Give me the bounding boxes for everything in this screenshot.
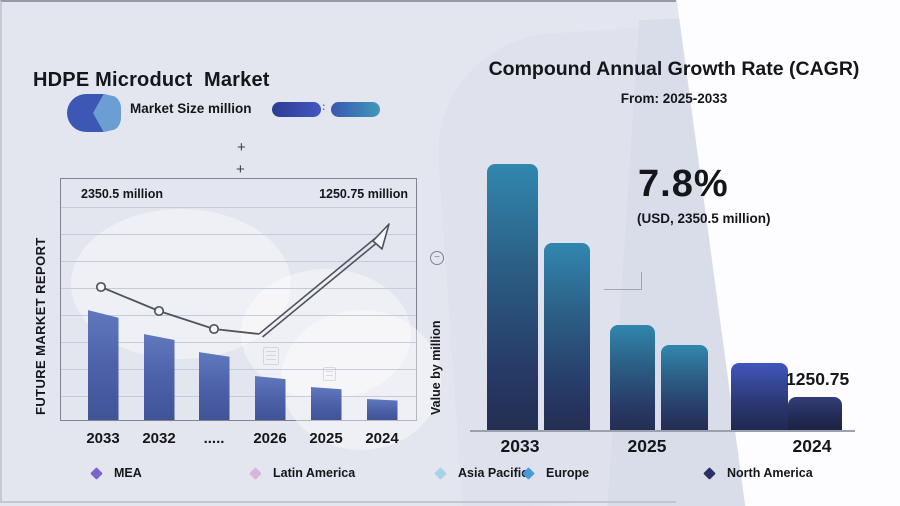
pill-separator: :	[322, 102, 326, 113]
legend-item: Asia Pacific	[434, 464, 529, 482]
legend-label: Asia Pacific	[458, 466, 529, 480]
legend-diamond-icon	[90, 466, 103, 480]
x-axis-label: 2033	[86, 430, 120, 447]
minus-circle-icon: −	[430, 251, 444, 265]
x-axis-label: 2024	[365, 430, 399, 447]
gridline	[61, 396, 416, 398]
gradient-pill-right	[331, 102, 380, 117]
ghost-panel-icon	[323, 367, 336, 381]
legend-diamond-icon	[249, 466, 262, 480]
bar	[366, 399, 398, 420]
bar	[487, 164, 538, 430]
gridline	[61, 369, 416, 371]
bar	[788, 397, 842, 430]
gridline	[61, 261, 416, 263]
legend-diamond-icon	[522, 466, 535, 480]
cagr-basis: (USD, 2350.5 million)	[637, 211, 771, 226]
legend-label: Europe	[546, 466, 590, 480]
bar	[544, 243, 590, 430]
gridline	[61, 315, 416, 317]
left-axis-caption: FUTURE MARKET REPORT	[33, 237, 48, 415]
bar-value-annotation: 1250.75	[786, 369, 850, 389]
bar	[731, 363, 788, 430]
cagr-subtitle: From: 2025-2033	[620, 91, 728, 106]
gridline	[61, 288, 416, 290]
background-mound	[241, 269, 411, 399]
legend-item: Europe	[522, 464, 590, 482]
background-mound	[281, 310, 441, 450]
plus-icon: +	[237, 139, 246, 156]
x-axis-label: 2033	[500, 436, 540, 456]
legend-label: MEA	[114, 466, 142, 480]
value-label-2024: 1250.75 million	[319, 187, 408, 201]
legend-diamond-icon	[703, 466, 716, 480]
legend-label: North America	[727, 466, 813, 480]
gridline	[61, 207, 416, 209]
x-axis-label: 2025	[627, 436, 667, 456]
x-axis-label: 2026	[253, 430, 287, 447]
bar	[143, 334, 175, 420]
bar	[87, 310, 119, 420]
gradient-pill-left	[272, 102, 321, 117]
x-axis-label: 2025	[309, 430, 343, 447]
series-label: Market Size million	[130, 101, 252, 116]
x-axis-line	[470, 430, 855, 432]
legend-label: Latin America	[273, 466, 356, 480]
legend-item: MEA	[90, 464, 142, 482]
market-size-chart: 2350.5 million 1250.75 million 2033 2032.…	[60, 178, 441, 450]
bar	[198, 352, 230, 420]
bar	[254, 376, 286, 420]
x-axis-label: 2032	[142, 430, 176, 447]
cagr-value: 7.8%	[638, 163, 729, 205]
x-axis-label: 2024	[792, 436, 832, 456]
x-axis-label: .....	[203, 430, 225, 447]
trend-line-arrow	[95, 223, 390, 338]
bar	[310, 387, 342, 420]
legend-diamond-icon	[434, 466, 447, 480]
gridline	[61, 342, 416, 344]
value-label-2033: 2350.5 million	[81, 187, 163, 201]
cagr-title: Compound Annual Growth Rate (CAGR)	[488, 58, 860, 80]
bar	[610, 325, 655, 430]
cagr-chart: 1250.75 2033 2025 2024	[470, 158, 862, 468]
page-title: HDPE Microduct Market	[33, 69, 270, 92]
legend-item: Latin America	[249, 464, 356, 482]
legend-item: North America	[703, 464, 813, 482]
cylinder-icon	[67, 94, 121, 132]
value-axis-caption: Value by million	[429, 320, 443, 415]
gridline	[61, 234, 416, 236]
plus-icon: +	[236, 161, 245, 178]
ghost-panel-icon	[263, 347, 279, 365]
bar	[661, 345, 708, 430]
corner-bracket-decoration	[604, 272, 642, 290]
